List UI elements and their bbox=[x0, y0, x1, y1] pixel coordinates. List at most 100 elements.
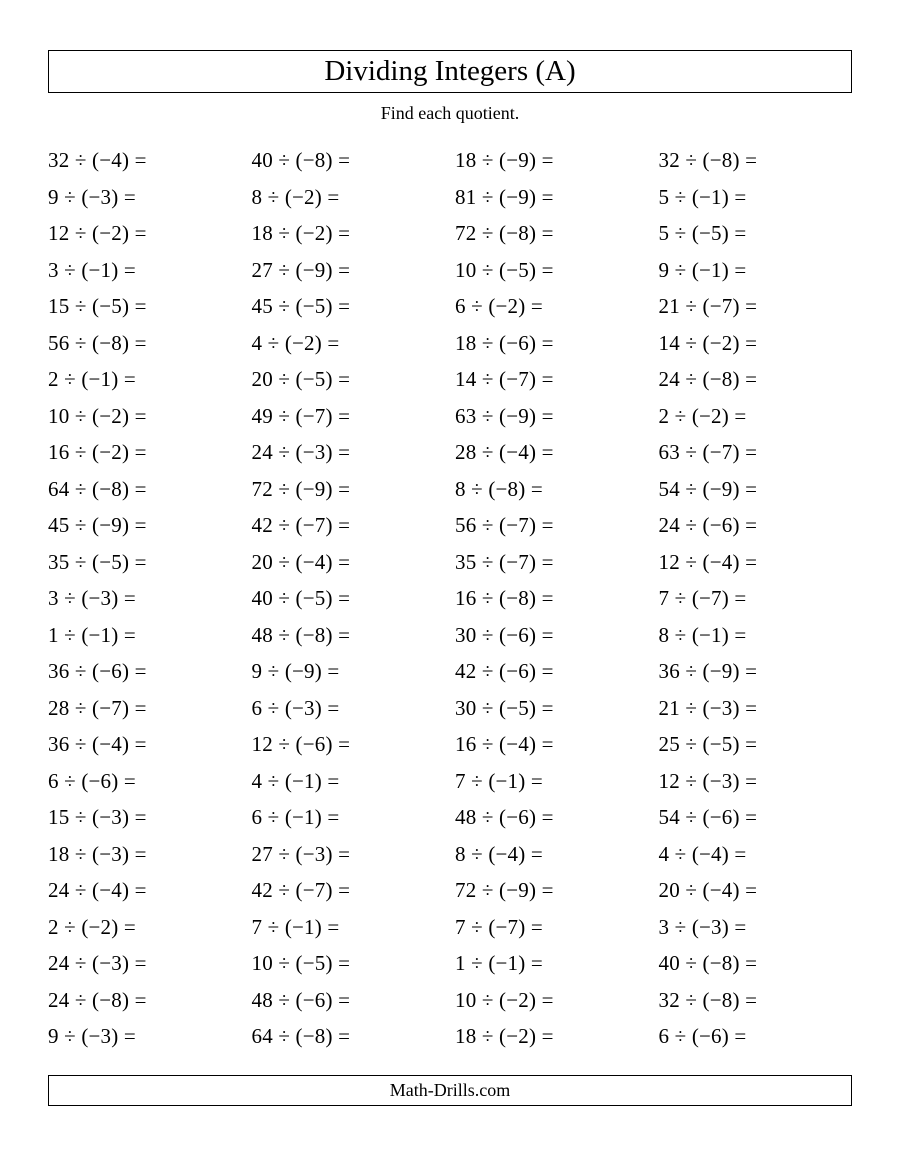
problem: 15 ÷ (−5) = bbox=[48, 288, 242, 325]
problem: 12 ÷ (−3) = bbox=[659, 763, 853, 800]
problem: 48 ÷ (−8) = bbox=[252, 617, 446, 654]
problem: 64 ÷ (−8) = bbox=[48, 471, 242, 508]
problem: 24 ÷ (−4) = bbox=[48, 872, 242, 909]
problem: 1 ÷ (−1) = bbox=[455, 945, 649, 982]
problem: 32 ÷ (−4) = bbox=[48, 142, 242, 179]
problem: 48 ÷ (−6) = bbox=[455, 799, 649, 836]
column-1: 32 ÷ (−4) =9 ÷ (−3) =12 ÷ (−2) =3 ÷ (−1)… bbox=[48, 142, 242, 1055]
problem: 18 ÷ (−2) = bbox=[455, 1018, 649, 1055]
footer-box: Math-Drills.com bbox=[48, 1075, 852, 1106]
problem: 7 ÷ (−1) = bbox=[455, 763, 649, 800]
problem: 36 ÷ (−6) = bbox=[48, 653, 242, 690]
problem: 18 ÷ (−2) = bbox=[252, 215, 446, 252]
problem: 3 ÷ (−1) = bbox=[48, 252, 242, 289]
problem: 32 ÷ (−8) = bbox=[659, 982, 853, 1019]
problem: 6 ÷ (−3) = bbox=[252, 690, 446, 727]
problem: 9 ÷ (−9) = bbox=[252, 653, 446, 690]
footer-text: Math-Drills.com bbox=[390, 1080, 510, 1100]
problem: 2 ÷ (−2) = bbox=[659, 398, 853, 435]
problem: 24 ÷ (−8) = bbox=[659, 361, 853, 398]
problems-grid: 32 ÷ (−4) =9 ÷ (−3) =12 ÷ (−2) =3 ÷ (−1)… bbox=[48, 142, 852, 1055]
problem: 21 ÷ (−3) = bbox=[659, 690, 853, 727]
problem: 24 ÷ (−6) = bbox=[659, 507, 853, 544]
page-title: Dividing Integers (A) bbox=[324, 55, 575, 87]
problem: 81 ÷ (−9) = bbox=[455, 179, 649, 216]
problem: 20 ÷ (−5) = bbox=[252, 361, 446, 398]
problem: 32 ÷ (−8) = bbox=[659, 142, 853, 179]
problem: 45 ÷ (−9) = bbox=[48, 507, 242, 544]
problem: 72 ÷ (−9) = bbox=[252, 471, 446, 508]
problem: 40 ÷ (−8) = bbox=[659, 945, 853, 982]
problem: 9 ÷ (−3) = bbox=[48, 179, 242, 216]
problem: 30 ÷ (−6) = bbox=[455, 617, 649, 654]
column-2: 40 ÷ (−8) =8 ÷ (−2) =18 ÷ (−2) =27 ÷ (−9… bbox=[252, 142, 446, 1055]
problem: 27 ÷ (−9) = bbox=[252, 252, 446, 289]
problem: 2 ÷ (−2) = bbox=[48, 909, 242, 946]
problem: 2 ÷ (−1) = bbox=[48, 361, 242, 398]
problem: 12 ÷ (−2) = bbox=[48, 215, 242, 252]
problem: 12 ÷ (−4) = bbox=[659, 544, 853, 581]
problem: 18 ÷ (−3) = bbox=[48, 836, 242, 873]
problem: 10 ÷ (−5) = bbox=[252, 945, 446, 982]
problem: 54 ÷ (−9) = bbox=[659, 471, 853, 508]
problem: 5 ÷ (−5) = bbox=[659, 215, 853, 252]
problem: 10 ÷ (−2) = bbox=[48, 398, 242, 435]
problem: 48 ÷ (−6) = bbox=[252, 982, 446, 1019]
problem: 49 ÷ (−7) = bbox=[252, 398, 446, 435]
column-3: 18 ÷ (−9) =81 ÷ (−9) =72 ÷ (−8) = 10 ÷ (−… bbox=[455, 142, 649, 1055]
problem: 14 ÷ (−2) = bbox=[659, 325, 853, 362]
problem: 36 ÷ (−4) = bbox=[48, 726, 242, 763]
problem: 36 ÷ (−9) = bbox=[659, 653, 853, 690]
column-4: 32 ÷ (−8) =5 ÷ (−1) =5 ÷ (−5) =9 ÷ (−1) … bbox=[659, 142, 853, 1055]
problem: 24 ÷ (−8) = bbox=[48, 982, 242, 1019]
problem: 3 ÷ (−3) = bbox=[659, 909, 853, 946]
problem: 16 ÷ (−4) = bbox=[455, 726, 649, 763]
problem: 12 ÷ (−6) = bbox=[252, 726, 446, 763]
problem: 14 ÷ (−7) = bbox=[455, 361, 649, 398]
problem: 30 ÷ (−5) = bbox=[455, 690, 649, 727]
problem: 5 ÷ (−1) = bbox=[659, 179, 853, 216]
problem: 25 ÷ (−5) = bbox=[659, 726, 853, 763]
problem: 63 ÷ (−7) = bbox=[659, 434, 853, 471]
problem: 4 ÷ (−1) = bbox=[252, 763, 446, 800]
problem: 10 ÷ (−2) = bbox=[455, 982, 649, 1019]
title-box: Dividing Integers (A) bbox=[48, 50, 852, 93]
problem: 28 ÷ (−7) = bbox=[48, 690, 242, 727]
problem: 7 ÷ (−7) = bbox=[455, 909, 649, 946]
problem: 15 ÷ (−3) = bbox=[48, 799, 242, 836]
problem: 20 ÷ (−4) = bbox=[659, 872, 853, 909]
problem: 24 ÷ (−3) = bbox=[48, 945, 242, 982]
problem: 64 ÷ (−8) = bbox=[252, 1018, 446, 1055]
problem: 8 ÷ (−2) = bbox=[252, 179, 446, 216]
problem: 1 ÷ (−1) = bbox=[48, 617, 242, 654]
problem: 28 ÷ (−4) = bbox=[455, 434, 649, 471]
problem: 35 ÷ (−5) = bbox=[48, 544, 242, 581]
problem: 56 ÷ (−7) = bbox=[455, 507, 649, 544]
problem: 7 ÷ (−7) = bbox=[659, 580, 853, 617]
problem: 16 ÷ (−8) = bbox=[455, 580, 649, 617]
problem: 45 ÷ (−5) = bbox=[252, 288, 446, 325]
problem: 72 ÷ (−8) = bbox=[455, 215, 649, 252]
problem: 6 ÷ (−6) = bbox=[48, 763, 242, 800]
problem: 8 ÷ (−4) = bbox=[455, 836, 649, 873]
problem: 35 ÷ (−7) = bbox=[455, 544, 649, 581]
problem: 24 ÷ (−3) = bbox=[252, 434, 446, 471]
problem: 56 ÷ (−8) = bbox=[48, 325, 242, 362]
problem: 9 ÷ (−3) = bbox=[48, 1018, 242, 1055]
problem: 27 ÷ (−3) = bbox=[252, 836, 446, 873]
problem: 42 ÷ (−7) = bbox=[252, 507, 446, 544]
problem: 72 ÷ (−9) = bbox=[455, 872, 649, 909]
problem: 4 ÷ (−2) = bbox=[252, 325, 446, 362]
problem: 40 ÷ (−5) = bbox=[252, 580, 446, 617]
problem: 6 ÷ (−6) = bbox=[659, 1018, 853, 1055]
problem: 42 ÷ (−6) = bbox=[455, 653, 649, 690]
problem: 3 ÷ (−3) = bbox=[48, 580, 242, 617]
problem: 40 ÷ (−8) = bbox=[252, 142, 446, 179]
problem: 20 ÷ (−4) = bbox=[252, 544, 446, 581]
problem: 7 ÷ (−1) = bbox=[252, 909, 446, 946]
problem: 63 ÷ (−9) = bbox=[455, 398, 649, 435]
problem: 18 ÷ (−9) = bbox=[455, 142, 649, 179]
problem: 9 ÷ (−1) = bbox=[659, 252, 853, 289]
problem: 16 ÷ (−2) = bbox=[48, 434, 242, 471]
problem: 54 ÷ (−6) = bbox=[659, 799, 853, 836]
